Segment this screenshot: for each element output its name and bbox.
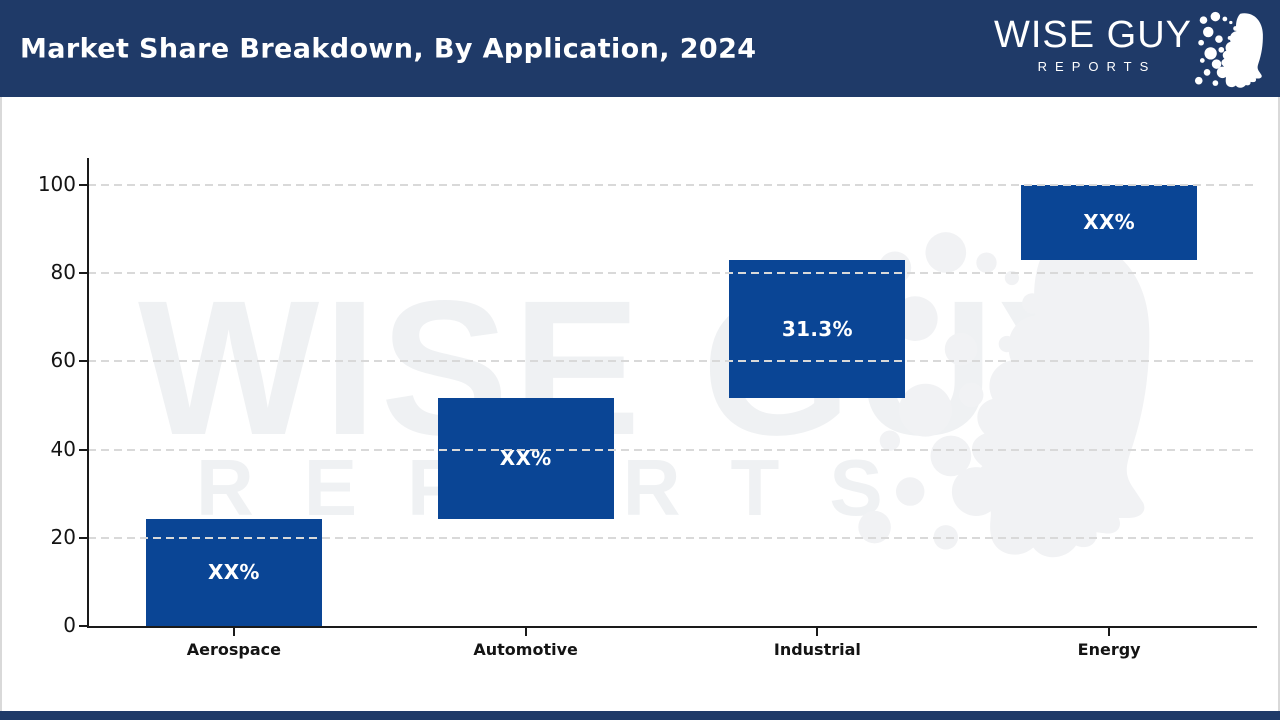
gridline: [88, 448, 1258, 451]
bar-aerospace: XX%: [145, 518, 322, 626]
bar-automotive: XX%: [437, 398, 614, 519]
y-axis-tick-label: 20: [50, 524, 76, 549]
left-border: [0, 97, 2, 711]
y-axis-tick: [79, 184, 88, 186]
x-axis-category-label: Energy: [1077, 640, 1141, 659]
x-axis-tick: [816, 628, 819, 636]
y-axis-tick: [79, 625, 88, 627]
y-axis-tick-label: 60: [50, 348, 76, 373]
bar-value-label: XX%: [207, 560, 260, 585]
x-axis-spine: [87, 626, 1257, 628]
y-axis-tick: [79, 360, 88, 363]
gridline: [88, 536, 1258, 539]
bar-value-label: XX%: [1083, 210, 1136, 235]
bar-energy: XX%: [1021, 185, 1198, 260]
y-axis-spine: [87, 158, 89, 628]
y-axis-tick-label: 40: [50, 436, 76, 461]
gridline: [88, 272, 1258, 275]
y-axis-tick-label: 100: [37, 172, 76, 196]
y-axis-tick: [79, 272, 88, 275]
x-axis-tick: [232, 628, 235, 636]
logo-text: WISE GUY REPORTS: [993, 14, 1192, 74]
header-band: Market Share Breakdown, By Application, …: [0, 0, 1280, 97]
x-axis-category-label: Industrial: [773, 640, 861, 659]
y-axis-tick-label: 0: [63, 613, 76, 637]
x-axis-category-label: Aerospace: [186, 640, 281, 659]
gridline: [88, 184, 1258, 186]
y-axis-tick-label: 80: [50, 260, 76, 285]
bar-industrial: 31.3%: [729, 259, 906, 398]
logo-wordmark: WISE GUY: [993, 14, 1192, 56]
right-border: [1278, 97, 1280, 711]
bar-value-label: 31.3%: [781, 316, 853, 341]
logo-subtitle: REPORTS: [1037, 58, 1157, 74]
x-axis-category-label: Automotive: [473, 640, 578, 659]
x-axis-tick: [1108, 628, 1111, 636]
gridline: [88, 360, 1258, 363]
footer-band: [0, 711, 1280, 720]
wiseguy-logo: WISE GUY REPORTS: [994, 4, 1270, 94]
page-title: Market Share Breakdown, By Application, …: [20, 33, 757, 64]
y-axis-tick: [79, 448, 88, 451]
dotted-head-profile-icon: [1194, 8, 1270, 98]
x-axis-tick: [524, 628, 527, 636]
y-axis-tick: [79, 536, 88, 539]
